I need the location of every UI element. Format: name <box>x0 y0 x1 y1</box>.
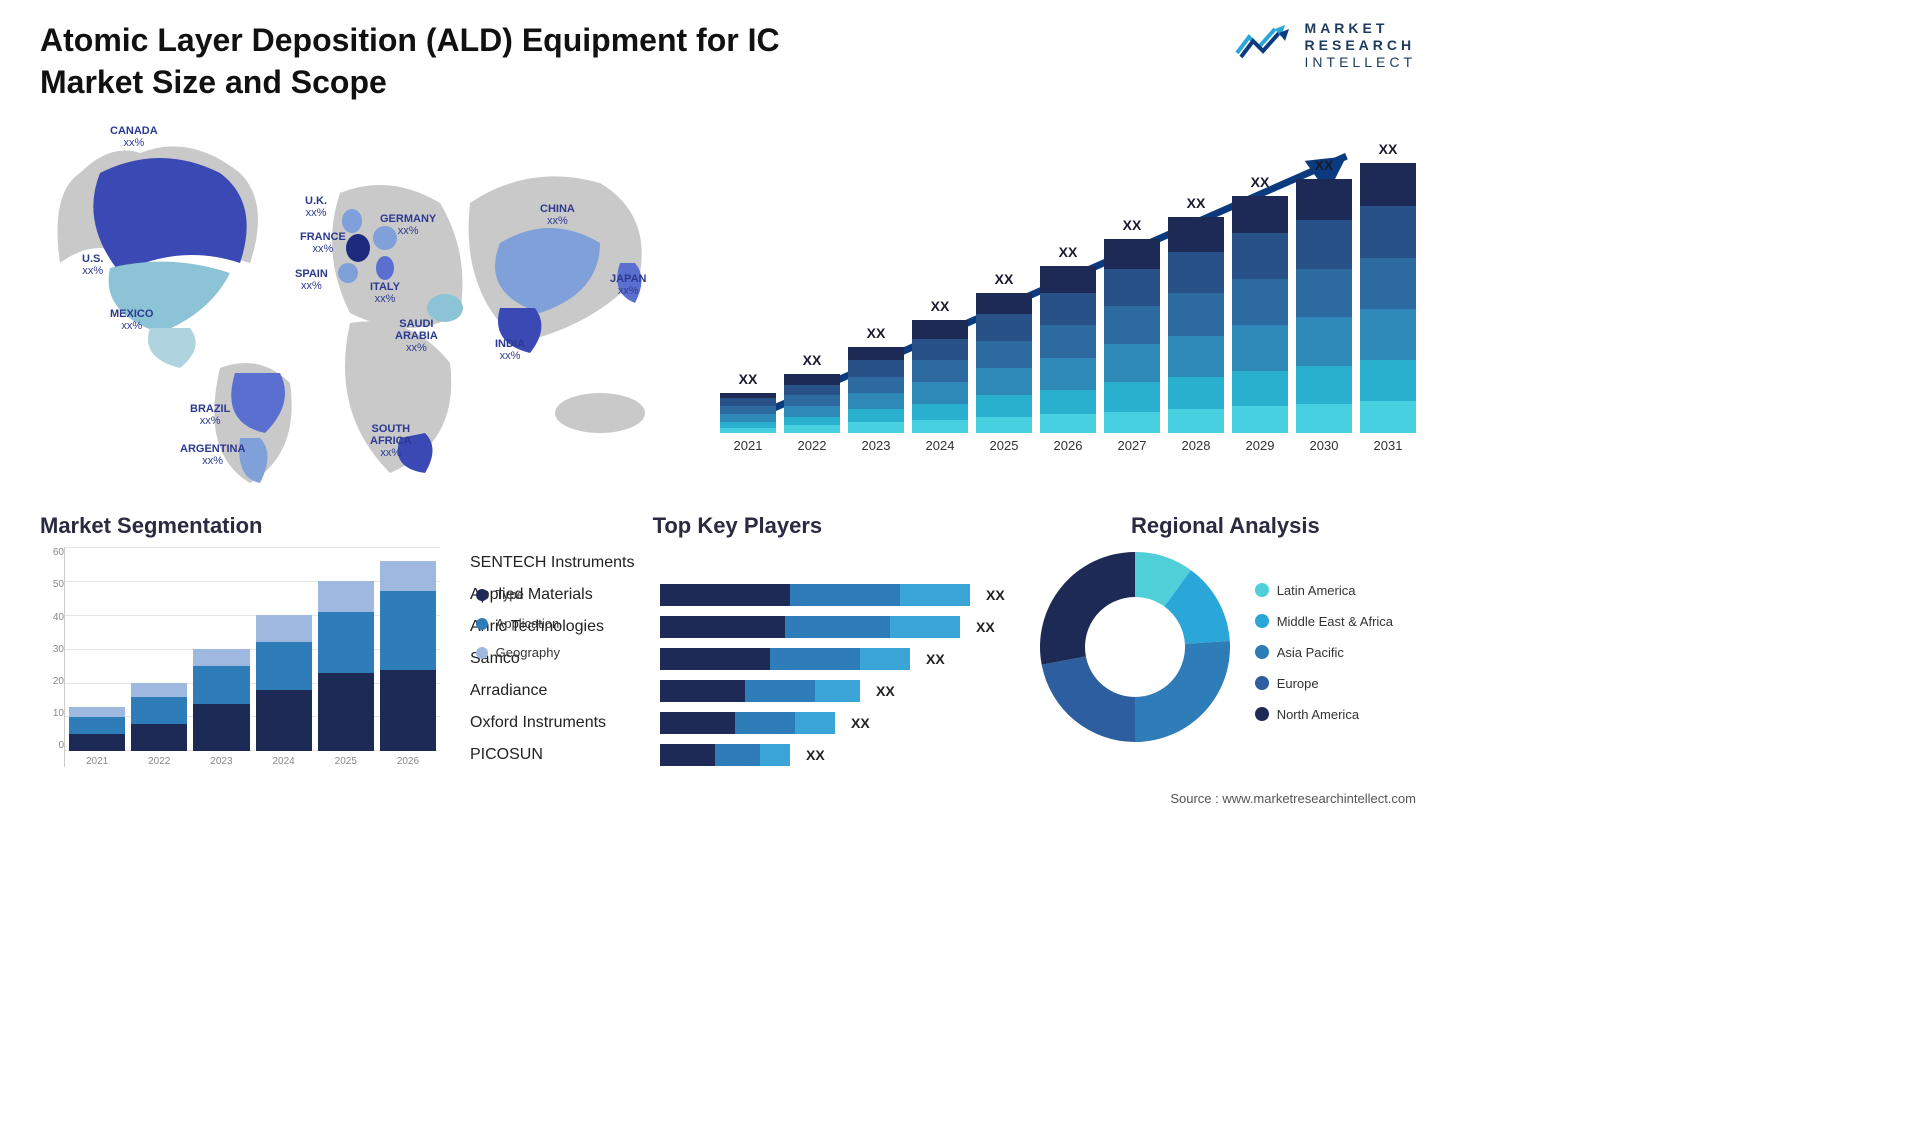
forecast-bar: XX2024 <box>912 320 968 433</box>
map-label: ITALYxx% <box>370 281 400 305</box>
forecast-bar: XX2026 <box>1040 266 1096 433</box>
forecast-bar: XX2022 <box>784 374 840 433</box>
forecast-bar: XX2030 <box>1296 179 1352 433</box>
logo: MARKET RESEARCH INTELLECT <box>1235 20 1416 70</box>
map-label: BRAZILxx% <box>190 403 230 427</box>
segmentation-legend: TypeApplicationGeography <box>476 587 560 660</box>
segmentation-bar: 2021 <box>69 707 125 751</box>
forecast-bar: XX2027 <box>1104 239 1160 433</box>
segmentation-bar: 2025 <box>318 581 374 751</box>
segmentation-bar: 2022 <box>131 683 187 751</box>
player-row: PICOSUNXX <box>470 739 1005 771</box>
logo-text-2: RESEARCH <box>1305 37 1416 54</box>
map-label: CHINAxx% <box>540 203 575 227</box>
logo-text-3: INTELLECT <box>1305 54 1416 71</box>
map-label: SOUTHAFRICAxx% <box>370 423 412 459</box>
forecast-bar: XX2025 <box>976 293 1032 433</box>
page-title: Atomic Layer Deposition (ALD) Equipment … <box>40 20 840 103</box>
segmentation-bar: 2023 <box>193 649 249 751</box>
players-title: Top Key Players <box>470 513 1005 539</box>
regional-legend: Latin AmericaMiddle East & AfricaAsia Pa… <box>1255 583 1393 722</box>
map-label: GERMANYxx% <box>380 213 436 237</box>
player-row: Oxford InstrumentsXX <box>470 707 1005 739</box>
map-label: U.S.xx% <box>82 253 103 277</box>
segmentation-bar: 2024 <box>256 615 312 751</box>
forecast-bar: XX2028 <box>1168 217 1224 433</box>
player-header: SENTECH Instruments <box>470 554 650 572</box>
logo-text-1: MARKET <box>1305 20 1416 37</box>
logo-mark-icon <box>1235 23 1295 68</box>
source-text: Source : www.marketresearchintellect.com <box>1170 791 1416 806</box>
segmentation-title: Market Segmentation <box>40 513 440 539</box>
map-label: FRANCExx% <box>300 231 346 255</box>
map-label: U.K.xx% <box>305 195 327 219</box>
player-row: ArradianceXX <box>470 675 1005 707</box>
forecast-bar: XX2021 <box>720 393 776 434</box>
segmentation-bar: 2026 <box>380 561 436 751</box>
map-label: SAUDIARABIAxx% <box>395 318 438 354</box>
forecast-bar: XX2031 <box>1360 163 1416 433</box>
forecast-chart: XX2021XX2022XX2023XX2024XX2025XX2026XX20… <box>720 113 1416 473</box>
segmentation-chart: 6050403020100 202120222023202420252026 T… <box>40 547 440 767</box>
map-label: INDIAxx% <box>495 338 525 362</box>
map-label: MEXICOxx% <box>110 308 153 332</box>
regional-donut <box>1035 547 1235 747</box>
map-label: SPAINxx% <box>295 268 328 292</box>
forecast-bar: XX2023 <box>848 347 904 433</box>
map-label: CANADAxx% <box>110 125 158 149</box>
map-label: ARGENTINAxx% <box>180 443 245 467</box>
regional-title: Regional Analysis <box>1035 513 1416 539</box>
forecast-bar: XX2029 <box>1232 196 1288 434</box>
world-map: CANADAxx% U.S.xx% MEXICOxx% BRAZILxx% ARGENT… <box>40 113 680 493</box>
map-label: JAPANxx% <box>610 273 646 297</box>
